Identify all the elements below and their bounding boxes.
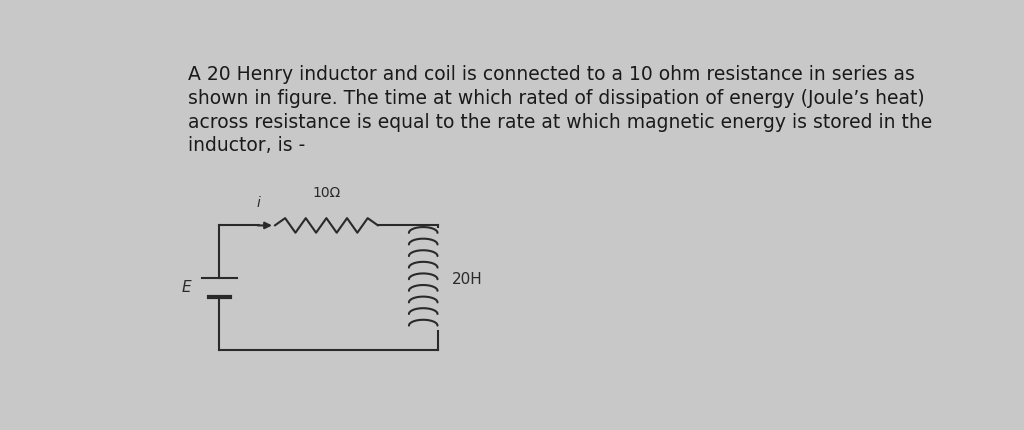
Text: A 20 Henry inductor and coil is connected to a 10 ohm resistance in series as: A 20 Henry inductor and coil is connecte… — [187, 65, 914, 84]
Text: 20H: 20H — [452, 272, 482, 287]
Text: across resistance is equal to the rate at which magnetic energy is stored in the: across resistance is equal to the rate a… — [187, 113, 932, 132]
Text: shown in figure. The time at which rated of dissipation of energy (Joule’s heat): shown in figure. The time at which rated… — [187, 89, 924, 108]
Text: i: i — [257, 196, 261, 210]
Text: E: E — [181, 280, 190, 295]
Text: 10Ω: 10Ω — [312, 186, 341, 200]
Text: inductor, is -: inductor, is - — [187, 136, 305, 155]
